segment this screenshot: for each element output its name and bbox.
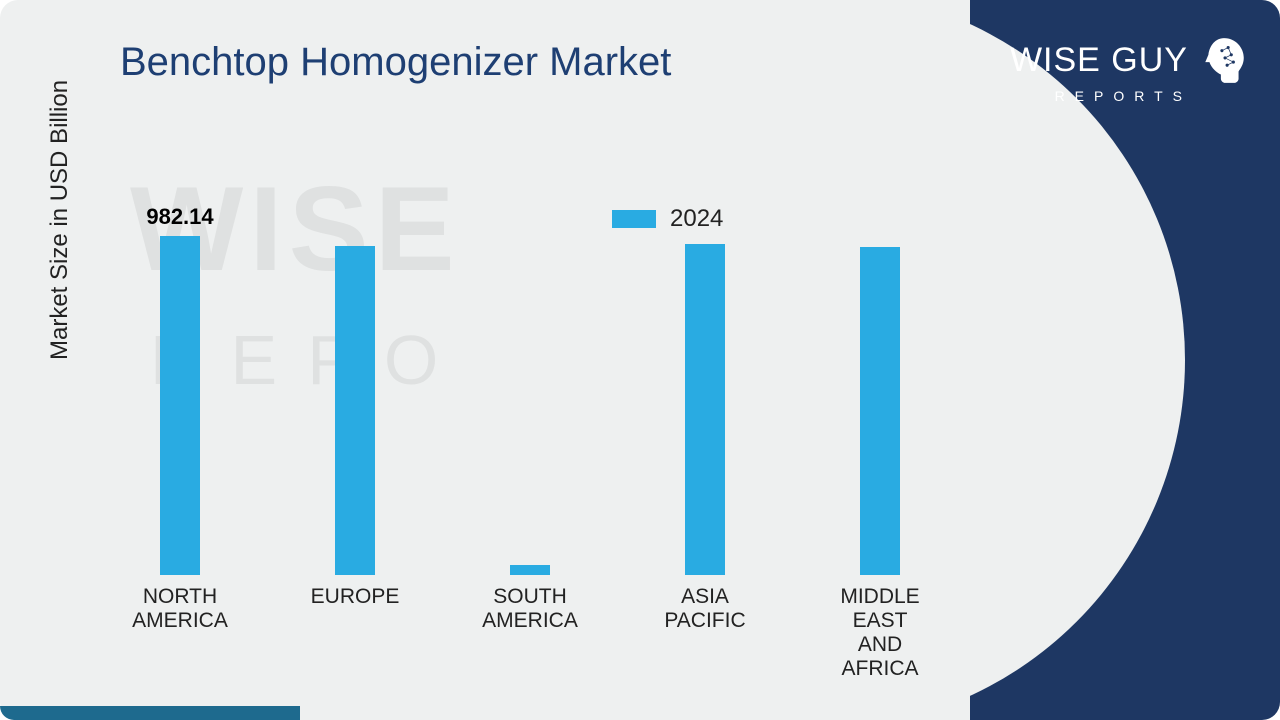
legend: 2024 <box>612 205 723 233</box>
category-label: MIDDLE EAST AND AFRICA <box>840 585 919 682</box>
footer-bar <box>0 706 300 720</box>
bar <box>860 247 900 575</box>
head-icon <box>1198 34 1250 86</box>
legend-swatch <box>612 210 656 228</box>
plot-area: 982.14 <box>105 230 975 575</box>
category-label: NORTH AMERICA <box>132 585 228 633</box>
bar-value-label: 982.14 <box>146 204 213 230</box>
category-label: ASIA PACIFIC <box>664 585 745 633</box>
logo: WISE GUY REPORTS <box>1010 34 1250 104</box>
category-label: SOUTH AMERICA <box>482 585 578 633</box>
y-axis-label: Market Size in USD Billion <box>46 80 74 360</box>
logo-sub-text: REPORTS <box>1010 88 1192 104</box>
bar <box>335 246 375 575</box>
bar <box>685 244 725 575</box>
category-label: EUROPE <box>311 585 400 609</box>
bar <box>510 565 550 575</box>
right-panel <box>970 0 1280 720</box>
chart-title: Benchtop Homogenizer Market <box>120 40 671 85</box>
chart-canvas: WISE GUY REPORTS WISE GUY REPORTS Bencht… <box>0 0 1280 720</box>
logo-main-text: WISE GUY <box>1010 43 1188 77</box>
legend-label: 2024 <box>670 205 723 233</box>
bar <box>160 236 200 575</box>
